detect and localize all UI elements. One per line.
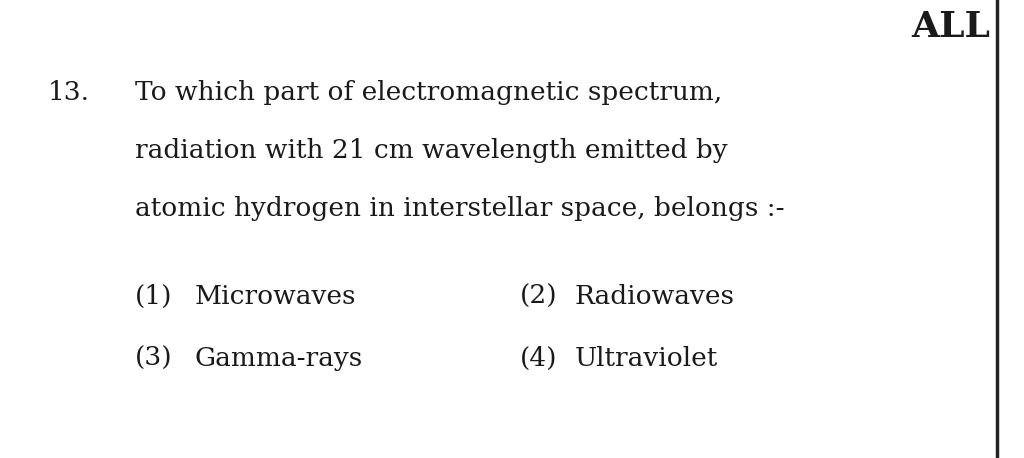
Text: Ultraviolet: Ultraviolet bbox=[575, 346, 718, 371]
Text: (4): (4) bbox=[520, 346, 557, 371]
Text: atomic hydrogen in interstellar space, belongs :-: atomic hydrogen in interstellar space, b… bbox=[135, 196, 784, 221]
Text: (3): (3) bbox=[135, 346, 173, 371]
Text: Gamma-rays: Gamma-rays bbox=[195, 346, 364, 371]
Text: (2): (2) bbox=[520, 284, 558, 309]
Text: Radiowaves: Radiowaves bbox=[575, 284, 735, 309]
Text: radiation with 21 cm wavelength emitted by: radiation with 21 cm wavelength emitted … bbox=[135, 138, 728, 163]
Text: ALL: ALL bbox=[911, 10, 990, 44]
Text: Microwaves: Microwaves bbox=[195, 284, 356, 309]
Text: (1): (1) bbox=[135, 284, 172, 309]
Text: To which part of electromagnetic spectrum,: To which part of electromagnetic spectru… bbox=[135, 80, 722, 105]
Text: 13.: 13. bbox=[48, 80, 90, 105]
